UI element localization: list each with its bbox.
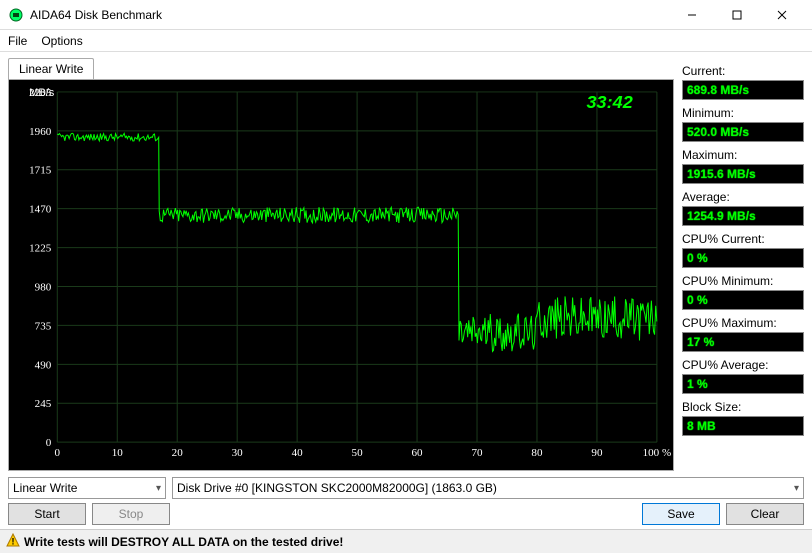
cpu-minimum-label: CPU% Minimum: [682, 274, 804, 288]
svg-text:30: 30 [232, 447, 244, 459]
cpu-current-value: 0 % [682, 248, 804, 268]
drive-select[interactable]: Disk Drive #0 [KINGSTON SKC2000M82000G] … [172, 477, 804, 499]
svg-text:0: 0 [46, 437, 52, 449]
warning-icon: ! [6, 533, 20, 550]
svg-text:245: 245 [35, 398, 52, 410]
blocksize-value: 8 MB [682, 416, 804, 436]
clear-button[interactable]: Clear [726, 503, 804, 525]
svg-text:100 %: 100 % [643, 447, 672, 459]
save-button[interactable]: Save [642, 503, 720, 525]
app-icon [8, 7, 24, 23]
cpu-maximum-label: CPU% Maximum: [682, 316, 804, 330]
maximize-button[interactable] [714, 0, 759, 29]
stats-panel: Current: 689.8 MB/s Minimum: 520.0 MB/s … [682, 58, 804, 471]
svg-text:1715: 1715 [29, 165, 52, 177]
svg-text:980: 980 [35, 282, 52, 294]
cpu-maximum-value: 17 % [682, 332, 804, 352]
svg-text:1225: 1225 [29, 243, 52, 255]
current-label: Current: [682, 64, 804, 78]
cpu-minimum-value: 0 % [682, 290, 804, 310]
start-button[interactable]: Start [8, 503, 86, 525]
svg-text:10: 10 [112, 447, 124, 459]
svg-text:MB/s: MB/s [29, 87, 55, 99]
svg-text:70: 70 [471, 447, 483, 459]
svg-text:33:42: 33:42 [586, 92, 632, 112]
chevron-down-icon: ▾ [794, 483, 799, 494]
svg-text:20: 20 [172, 447, 184, 459]
average-label: Average: [682, 190, 804, 204]
warning-bar: ! Write tests will DESTROY ALL DATA on t… [0, 529, 812, 553]
cpu-average-value: 1 % [682, 374, 804, 394]
chevron-down-icon: ▾ [156, 483, 161, 494]
svg-text:1960: 1960 [29, 126, 52, 138]
average-value: 1254.9 MB/s [682, 206, 804, 226]
tab-linear-write[interactable]: Linear Write [8, 58, 94, 79]
svg-text:735: 735 [35, 320, 52, 332]
svg-text:40: 40 [292, 447, 304, 459]
svg-text:80: 80 [531, 447, 543, 459]
mode-select-value: Linear Write [13, 481, 77, 495]
cpu-average-label: CPU% Average: [682, 358, 804, 372]
minimum-label: Minimum: [682, 106, 804, 120]
menubar: File Options [0, 30, 812, 52]
window-title: AIDA64 Disk Benchmark [30, 8, 669, 22]
menu-options[interactable]: Options [41, 34, 82, 48]
cpu-current-label: CPU% Current: [682, 232, 804, 246]
maximum-label: Maximum: [682, 148, 804, 162]
svg-text:490: 490 [35, 359, 52, 371]
mode-select[interactable]: Linear Write ▾ [8, 477, 166, 499]
svg-text:!: ! [12, 537, 15, 547]
chart: 0245490735980122514701715196022050102030… [8, 79, 674, 471]
maximum-value: 1915.6 MB/s [682, 164, 804, 184]
titlebar: AIDA64 Disk Benchmark [0, 0, 812, 30]
warning-text: Write tests will DESTROY ALL DATA on the… [24, 535, 343, 549]
drive-select-value: Disk Drive #0 [KINGSTON SKC2000M82000G] … [177, 481, 497, 495]
minimum-value: 520.0 MB/s [682, 122, 804, 142]
svg-text:1470: 1470 [29, 204, 52, 216]
svg-text:90: 90 [591, 447, 603, 459]
minimize-button[interactable] [669, 0, 714, 29]
svg-text:60: 60 [412, 447, 424, 459]
stop-button: Stop [92, 503, 170, 525]
svg-text:50: 50 [352, 447, 364, 459]
menu-file[interactable]: File [8, 34, 27, 48]
close-button[interactable] [759, 0, 804, 29]
blocksize-label: Block Size: [682, 400, 804, 414]
current-value: 689.8 MB/s [682, 80, 804, 100]
svg-text:0: 0 [55, 447, 61, 459]
